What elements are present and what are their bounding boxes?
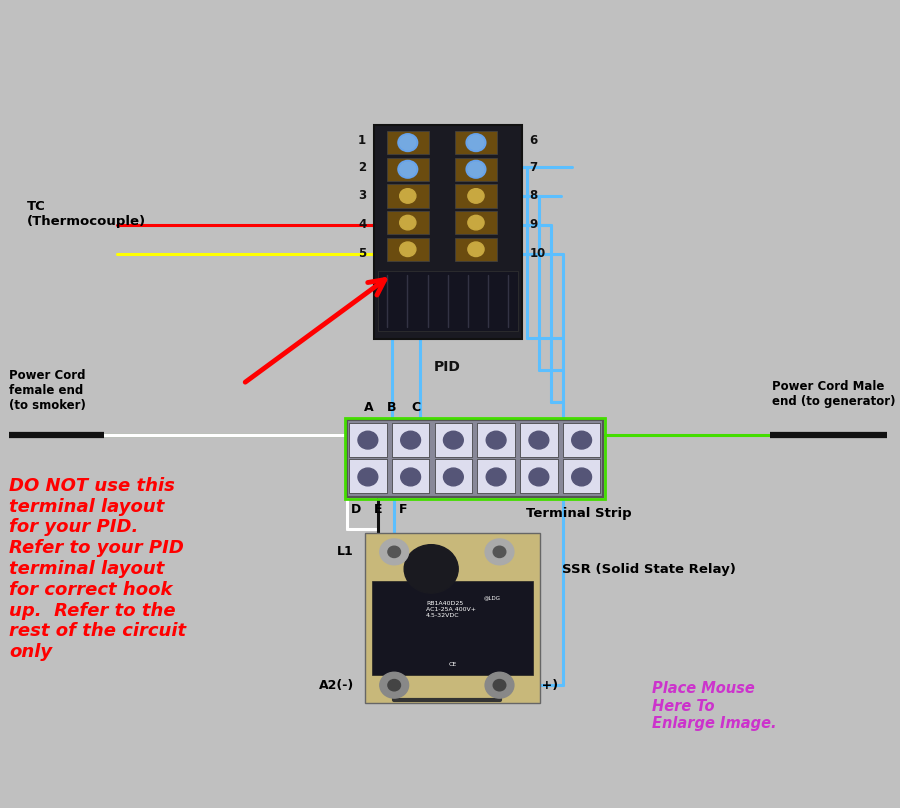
Circle shape [486,431,506,449]
Text: 10: 10 [529,247,545,260]
Circle shape [468,162,484,177]
Bar [372,582,533,675]
Text: Power Cord Male
end (to generator): Power Cord Male end (to generator) [772,380,896,408]
Text: A2(-): A2(-) [319,679,354,692]
Text: PID: PID [434,360,461,373]
Bar [455,238,497,261]
Circle shape [400,162,416,177]
Bar [477,423,515,457]
Text: L1: L1 [337,545,354,558]
Text: DO NOT use this
terminal layout
for your PID.
Refer to your PID
terminal layout
: DO NOT use this terminal layout for your… [9,477,186,661]
Circle shape [388,546,400,558]
Bar [387,158,428,181]
Bar [435,459,472,493]
Text: 4: 4 [358,218,366,231]
Text: @LDG: @LDG [484,595,500,600]
Circle shape [398,134,418,152]
Circle shape [400,189,416,204]
Bar [387,211,428,234]
Text: D: D [350,503,361,516]
Circle shape [400,135,416,150]
Circle shape [485,672,514,698]
Bar [374,125,522,339]
Text: T1: T1 [513,545,530,558]
Circle shape [529,431,549,449]
Circle shape [468,135,484,150]
Bar [392,459,429,493]
Text: SSR (Solid State Relay): SSR (Solid State Relay) [562,563,736,576]
Text: E: E [374,503,382,516]
Text: 6: 6 [529,134,537,147]
Bar [392,423,429,457]
Circle shape [493,680,506,691]
Circle shape [468,189,484,204]
Circle shape [398,160,418,179]
Circle shape [466,160,486,179]
Text: A: A [364,401,373,414]
Text: 1: 1 [358,134,366,147]
Circle shape [468,215,484,230]
Circle shape [444,468,464,486]
Circle shape [400,468,420,486]
Bar [455,158,497,181]
Text: 8: 8 [529,189,537,202]
Text: CE: CE [448,662,456,667]
Circle shape [380,539,409,565]
Text: 7: 7 [529,161,537,174]
Circle shape [404,545,458,593]
Bar [563,423,600,457]
Text: A1 (+): A1 (+) [513,679,558,692]
Bar [455,131,497,154]
Circle shape [358,468,378,486]
Bar [387,184,428,208]
Bar [364,533,540,703]
Text: 5: 5 [358,247,366,260]
Text: 2: 2 [358,161,366,174]
Text: 3: 3 [358,189,366,202]
Circle shape [388,680,400,691]
Text: RB1A40D25
AC1-25A 400V+
4.5-32VDC: RB1A40D25 AC1-25A 400V+ 4.5-32VDC [426,601,476,618]
Circle shape [485,539,514,565]
Circle shape [400,215,416,230]
Circle shape [400,242,416,257]
Bar [520,459,557,493]
Bar [349,423,386,457]
Circle shape [572,468,591,486]
Bar [346,420,603,497]
Bar [345,418,605,499]
Text: TC
(Thermocouple): TC (Thermocouple) [27,200,146,228]
Circle shape [572,431,591,449]
Text: F: F [399,503,408,516]
Circle shape [529,468,549,486]
Circle shape [468,242,484,257]
Text: 9: 9 [529,218,537,231]
Bar [435,423,472,457]
Circle shape [466,134,486,152]
Circle shape [444,431,464,449]
Circle shape [486,468,506,486]
Text: Power Cord
female end
(to smoker): Power Cord female end (to smoker) [9,369,86,412]
Bar [477,459,515,493]
Circle shape [380,672,409,698]
Text: Terminal Strip: Terminal Strip [526,507,632,520]
Bar [387,238,428,261]
Bar [349,459,386,493]
Circle shape [400,431,420,449]
Bar [455,184,497,208]
Text: B: B [387,401,396,414]
Text: Place Mouse
Here To
Enlarge Image.: Place Mouse Here To Enlarge Image. [652,681,777,731]
Bar [387,131,428,154]
Bar [455,211,497,234]
Circle shape [358,431,378,449]
Bar [520,423,557,457]
Bar [563,459,600,493]
Circle shape [493,546,506,558]
Bar [378,271,518,331]
Text: C: C [411,401,420,414]
